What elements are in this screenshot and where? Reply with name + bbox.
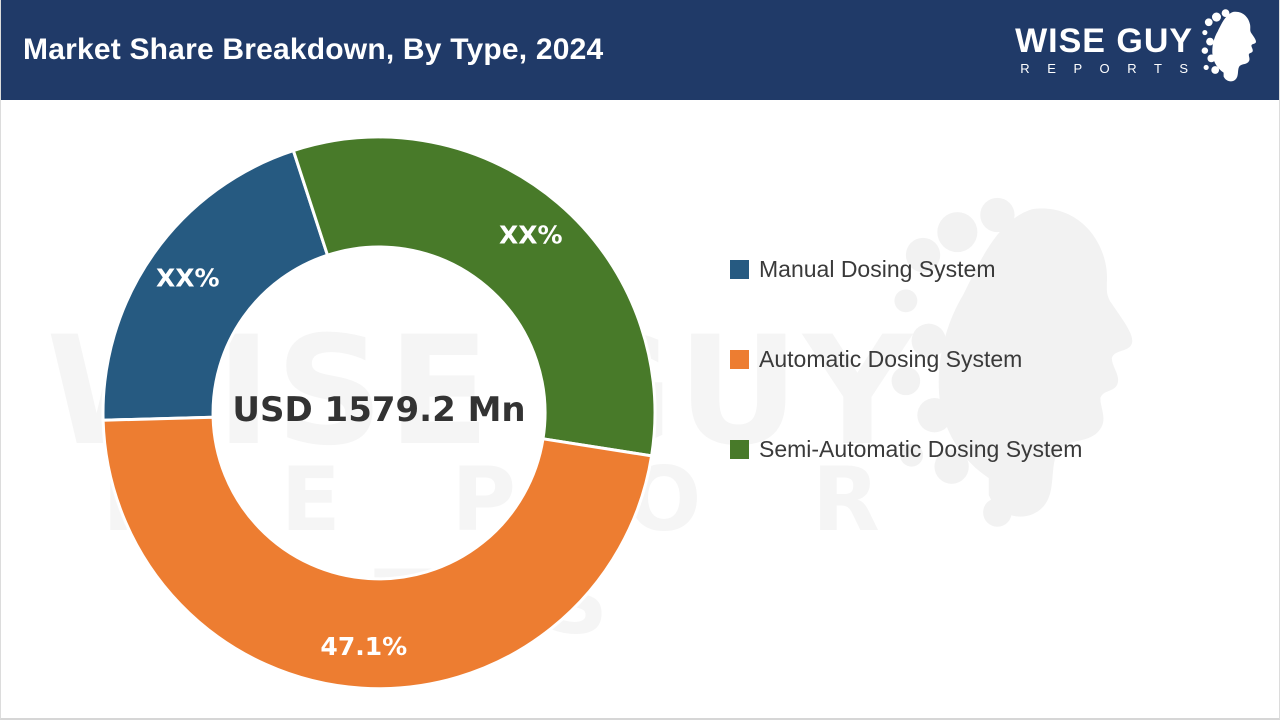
legend-item-automatic[interactable]: Automatic Dosing System — [730, 345, 1082, 372]
brand-logo: WISE GUY R E P O R T S — [1013, 8, 1265, 92]
legend-swatch-icon — [730, 349, 749, 369]
donut-slice-semi-automatic-dosing-system[interactable] — [291, 135, 657, 458]
slice-percent-label: XX% — [156, 264, 220, 293]
page-title: Market Share Breakdown, By Type, 2024 — [23, 33, 604, 66]
legend-item-label: Automatic Dosing System — [759, 345, 1023, 372]
brand-face-icon — [1201, 9, 1257, 82]
chart-legend: Manual Dosing System Automatic Dosing Sy… — [730, 255, 1083, 528]
slice-percent-label: 47.1% — [320, 632, 407, 661]
brand-name: WISE GUY — [1015, 22, 1194, 61]
watermark-head-icon — [891, 197, 1133, 527]
brand-subtitle: R E P O R T S — [1020, 60, 1195, 76]
donut-center-value: USD 1579.2 Mn — [232, 390, 526, 430]
legend-item-semi-automatic[interactable]: Semi-Automatic Dosing System — [730, 435, 1083, 462]
slice-percent-label: XX% — [499, 220, 563, 249]
legend-item-label: Manual Dosing System — [759, 255, 996, 282]
donut-slice-manual-dosing-system[interactable] — [101, 149, 329, 422]
legend-swatch-icon — [730, 259, 749, 279]
brand-logo-text: WISE GUY R E P O R T S — [1013, 22, 1195, 76]
legend-swatch-icon — [730, 439, 749, 459]
header-bar: Market Share Breakdown, By Type, 2024 WI… — [1, 0, 1279, 100]
legend-item-label: Semi-Automatic Dosing System — [759, 435, 1083, 462]
donut-slice-automatic-dosing-system[interactable] — [101, 415, 654, 691]
legend-item-manual[interactable]: Manual Dosing System — [730, 255, 1082, 282]
